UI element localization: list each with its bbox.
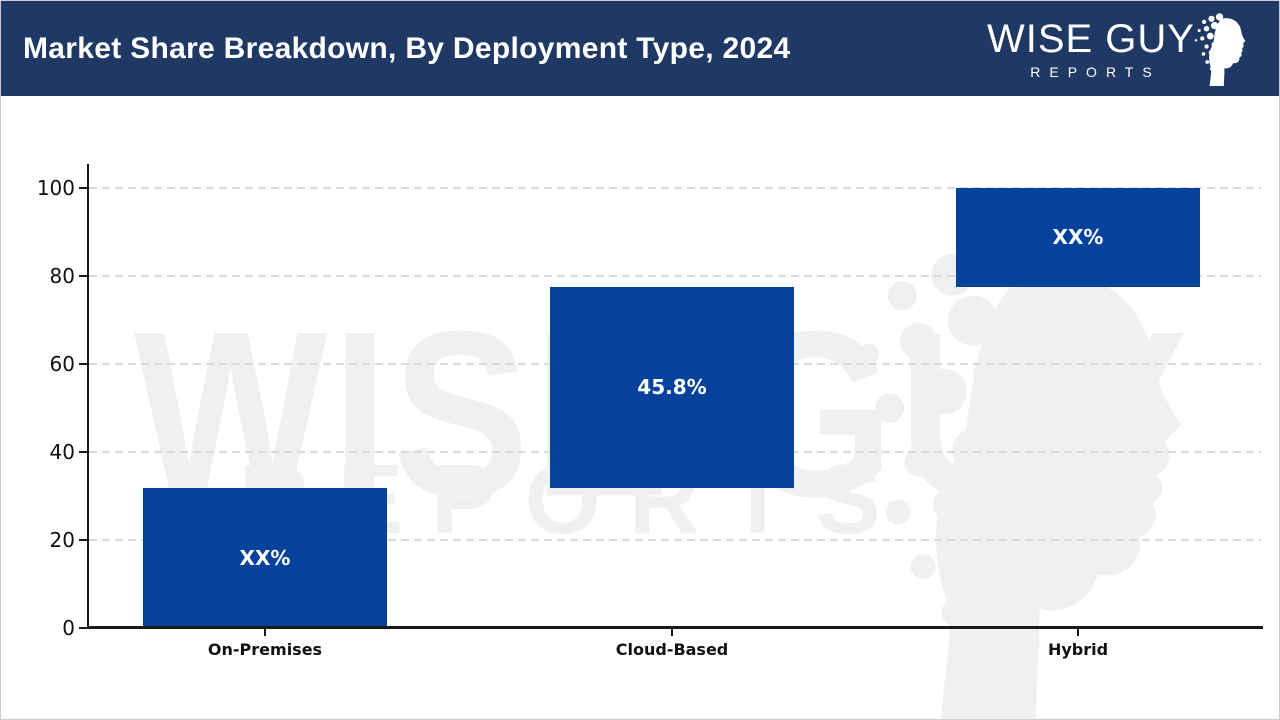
y-tick [79, 451, 87, 453]
bar-label: XX% [239, 546, 291, 571]
header-bar: Market Share Breakdown, By Deployment Ty… [1, 1, 1279, 96]
y-tick-label: 40 [49, 440, 75, 464]
y-tick-label: 20 [49, 528, 75, 552]
bar-label: 45.8% [637, 375, 707, 400]
gridline [89, 187, 1261, 189]
x-tick [264, 629, 266, 636]
x-tick-label: On-Premises [207, 640, 323, 659]
bar-segment: XX% [143, 488, 387, 628]
chart-title: Market Share Breakdown, By Deployment Ty… [23, 31, 791, 65]
x-tick-label: Hybrid [1047, 640, 1109, 659]
logo-wordmark: WISE GUY [986, 16, 1195, 61]
gridline [89, 539, 1261, 541]
x-tick-label: Cloud-Based [615, 640, 729, 659]
x-axis-line [87, 626, 1263, 629]
wiseguy-head-icon [1194, 12, 1246, 86]
y-tick [79, 275, 87, 277]
bar-segment: XX% [956, 188, 1200, 287]
bar-label: XX% [1052, 225, 1104, 250]
y-tick-label: 60 [49, 352, 75, 376]
y-tick [79, 363, 87, 365]
y-tick [79, 187, 87, 189]
wiseguy-logo: WISE GUY REPORTS [987, 12, 1253, 86]
x-tick [1077, 629, 1079, 636]
x-tick [671, 629, 673, 636]
logo-reports-text: REPORTS [1030, 63, 1161, 80]
y-tick-label: 80 [49, 264, 75, 288]
y-axis-line [87, 164, 89, 629]
y-tick-label: 100 [36, 176, 75, 200]
y-tick [79, 539, 87, 541]
y-tick-label: 0 [62, 616, 75, 640]
y-tick [79, 627, 87, 629]
gridline [89, 275, 1261, 277]
bar-segment: 45.8% [550, 286, 794, 489]
